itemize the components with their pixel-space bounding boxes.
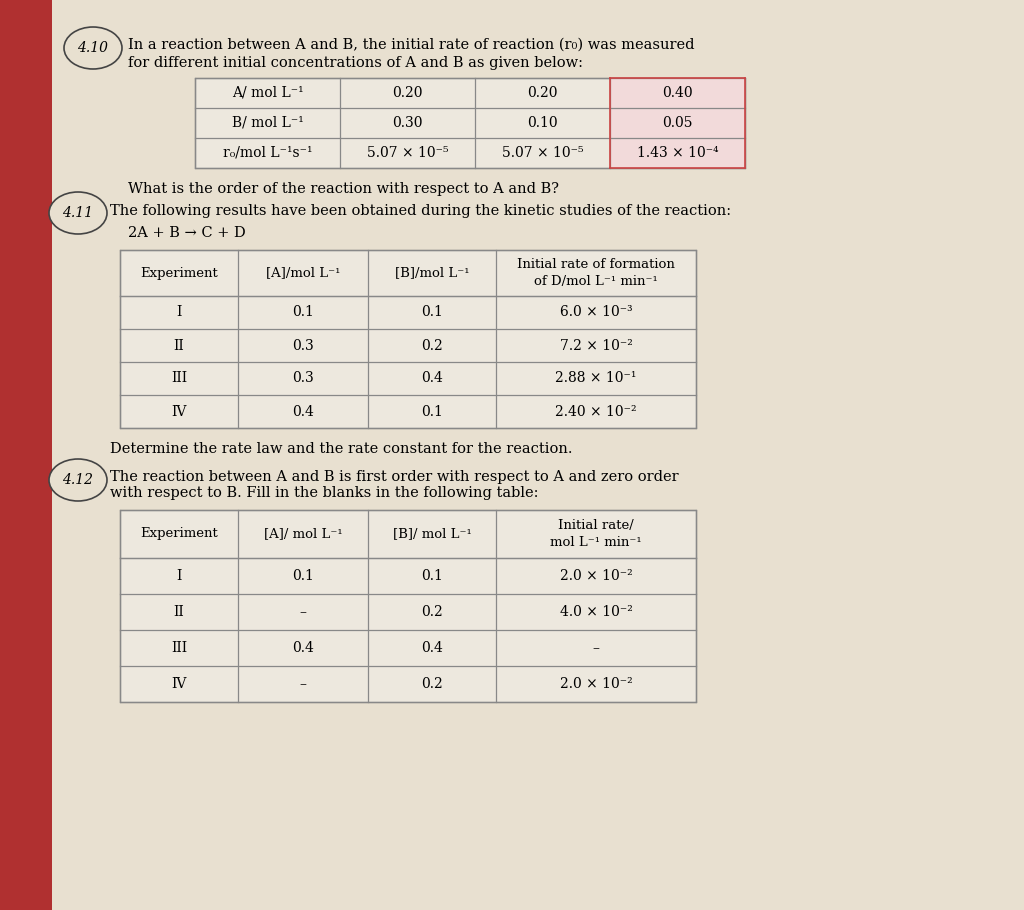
Text: 0.1: 0.1 xyxy=(421,405,443,419)
Text: r₀/mol L⁻¹s⁻¹: r₀/mol L⁻¹s⁻¹ xyxy=(223,146,312,160)
Bar xyxy=(0,0,52,910)
Ellipse shape xyxy=(63,27,122,69)
Text: for different initial concentrations of A and B as given below:: for different initial concentrations of … xyxy=(128,56,583,70)
Text: IV: IV xyxy=(171,677,186,691)
Text: The following results have been obtained during the kinetic studies of the react: The following results have been obtained… xyxy=(110,204,731,218)
Text: 1.43 × 10⁻⁴: 1.43 × 10⁻⁴ xyxy=(637,146,718,160)
Text: [A]/mol L⁻¹: [A]/mol L⁻¹ xyxy=(266,267,340,279)
Text: 2.88 × 10⁻¹: 2.88 × 10⁻¹ xyxy=(555,371,637,386)
Text: A/ mol L⁻¹: A/ mol L⁻¹ xyxy=(231,86,303,100)
Bar xyxy=(195,78,745,168)
Text: with respect to B. Fill in the blanks in the following table:: with respect to B. Fill in the blanks in… xyxy=(110,486,539,500)
Text: 0.05: 0.05 xyxy=(663,116,693,130)
Text: 2A + B → C + D: 2A + B → C + D xyxy=(128,226,246,240)
Text: 0.4: 0.4 xyxy=(421,371,443,386)
Text: 4.0 × 10⁻²: 4.0 × 10⁻² xyxy=(559,605,633,619)
Text: –: – xyxy=(299,605,306,619)
Text: 0.20: 0.20 xyxy=(392,86,423,100)
Text: IV: IV xyxy=(171,405,186,419)
Text: 0.1: 0.1 xyxy=(421,306,443,319)
Ellipse shape xyxy=(49,192,106,234)
Text: 0.1: 0.1 xyxy=(421,569,443,583)
Text: 0.20: 0.20 xyxy=(527,86,558,100)
Text: 0.4: 0.4 xyxy=(292,641,314,655)
Text: 0.30: 0.30 xyxy=(392,116,423,130)
Bar xyxy=(610,78,745,168)
Text: What is the order of the reaction with respect to A and B?: What is the order of the reaction with r… xyxy=(128,182,559,196)
Text: 0.3: 0.3 xyxy=(292,371,314,386)
Text: In a reaction between A and B, the initial rate of reaction (r₀) was measured: In a reaction between A and B, the initi… xyxy=(128,38,694,52)
Text: Initial rate of formation
of D/mol L⁻¹ min⁻¹: Initial rate of formation of D/mol L⁻¹ m… xyxy=(517,258,675,288)
Text: 6.0 × 10⁻³: 6.0 × 10⁻³ xyxy=(560,306,632,319)
Text: 7.2 × 10⁻²: 7.2 × 10⁻² xyxy=(559,339,633,352)
Text: I: I xyxy=(176,569,181,583)
Text: III: III xyxy=(171,641,187,655)
Text: 4.12: 4.12 xyxy=(62,473,93,487)
Text: –: – xyxy=(593,641,599,655)
Text: 2.0 × 10⁻²: 2.0 × 10⁻² xyxy=(560,569,633,583)
Text: 4.10: 4.10 xyxy=(78,41,109,55)
Text: –: – xyxy=(299,677,306,691)
Text: 2.0 × 10⁻²: 2.0 × 10⁻² xyxy=(560,677,633,691)
Bar xyxy=(120,510,696,702)
Text: 0.3: 0.3 xyxy=(292,339,314,352)
Text: 0.1: 0.1 xyxy=(292,569,314,583)
Text: [B]/ mol L⁻¹: [B]/ mol L⁻¹ xyxy=(392,528,471,541)
Text: 0.10: 0.10 xyxy=(527,116,558,130)
Text: II: II xyxy=(174,605,184,619)
Ellipse shape xyxy=(49,459,106,501)
Text: [B]/mol L⁻¹: [B]/mol L⁻¹ xyxy=(394,267,469,279)
Text: 2.40 × 10⁻²: 2.40 × 10⁻² xyxy=(555,405,637,419)
Text: 0.4: 0.4 xyxy=(292,405,314,419)
Text: 4.11: 4.11 xyxy=(62,206,93,220)
Text: 5.07 × 10⁻⁵: 5.07 × 10⁻⁵ xyxy=(367,146,449,160)
Text: Experiment: Experiment xyxy=(140,528,218,541)
Text: Experiment: Experiment xyxy=(140,267,218,279)
Text: 0.2: 0.2 xyxy=(421,605,442,619)
Text: Determine the rate law and the rate constant for the reaction.: Determine the rate law and the rate cons… xyxy=(110,442,572,456)
Text: III: III xyxy=(171,371,187,386)
Text: II: II xyxy=(174,339,184,352)
Text: The reaction between A and B is first order with respect to A and zero order: The reaction between A and B is first or… xyxy=(110,470,679,484)
Text: 5.07 × 10⁻⁵: 5.07 × 10⁻⁵ xyxy=(502,146,584,160)
Text: 0.2: 0.2 xyxy=(421,339,442,352)
Text: 0.40: 0.40 xyxy=(663,86,693,100)
Text: I: I xyxy=(176,306,181,319)
Text: Initial rate/
mol L⁻¹ min⁻¹: Initial rate/ mol L⁻¹ min⁻¹ xyxy=(550,520,642,549)
Text: 0.1: 0.1 xyxy=(292,306,314,319)
Bar xyxy=(120,250,696,428)
Text: B/ mol L⁻¹: B/ mol L⁻¹ xyxy=(231,116,303,130)
Text: 0.4: 0.4 xyxy=(421,641,443,655)
Text: [A]/ mol L⁻¹: [A]/ mol L⁻¹ xyxy=(264,528,342,541)
Text: 0.2: 0.2 xyxy=(421,677,442,691)
